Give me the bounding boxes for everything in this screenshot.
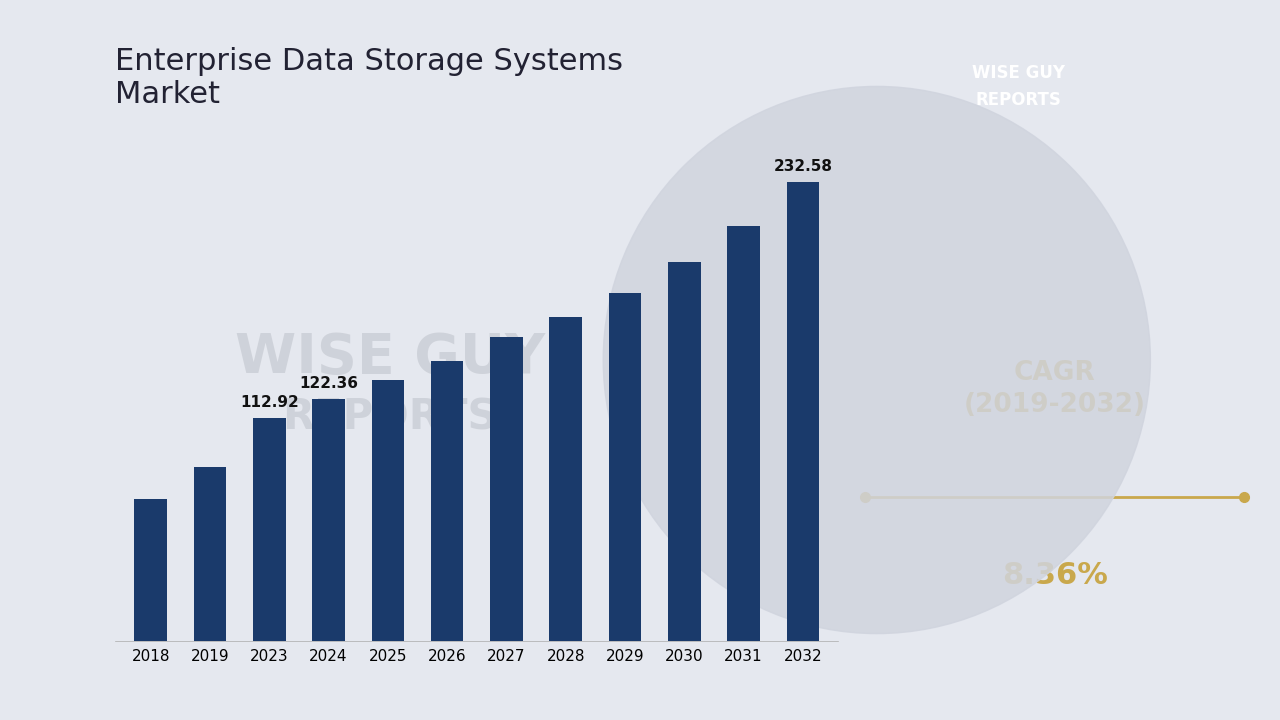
Bar [490,337,522,641]
Text: CAGR
(2019-2032): CAGR (2019-2032) [964,360,1146,418]
Bar [371,380,404,641]
Bar [134,499,168,641]
Text: Enterprise Data Storage Systems
Market: Enterprise Data Storage Systems Market [115,47,623,109]
Bar [727,226,760,641]
Bar [549,318,582,641]
Text: REPORTS: REPORTS [283,396,498,438]
Text: WISE GUY
REPORTS: WISE GUY REPORTS [973,64,1065,109]
Bar [253,418,285,641]
Bar [431,361,463,641]
Text: 112.92: 112.92 [239,395,298,410]
Text: 8.36%: 8.36% [1002,562,1107,590]
Text: WISE GUY: WISE GUY [236,331,545,385]
Text: 232.58: 232.58 [773,159,832,174]
Ellipse shape [603,86,1151,634]
Bar [786,182,819,641]
Bar [668,262,700,641]
Bar [609,294,641,641]
Bar [193,467,227,641]
Text: 122.36: 122.36 [300,377,358,392]
Bar [312,400,344,641]
